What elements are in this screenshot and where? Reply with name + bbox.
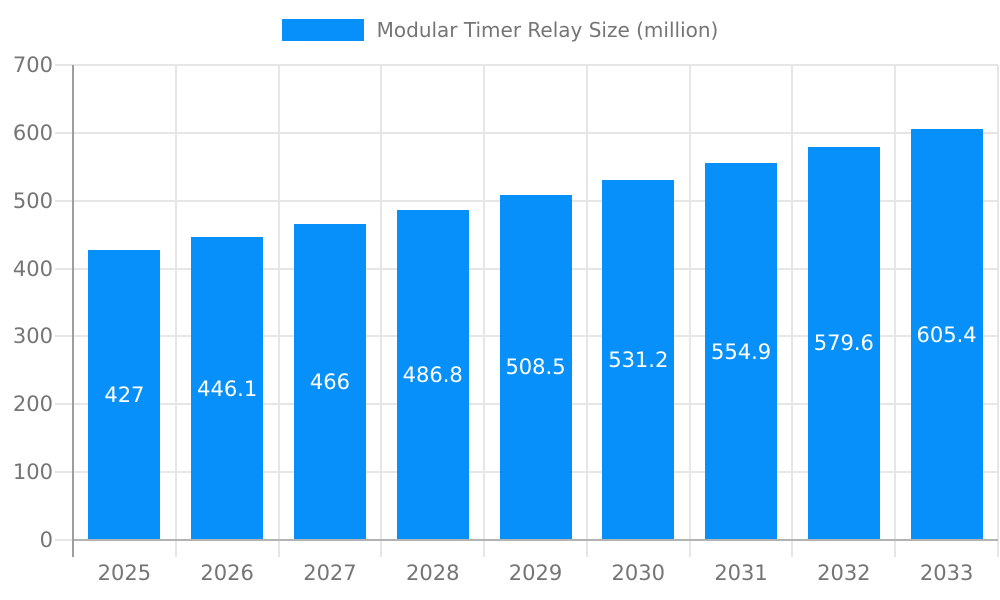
- x-axis-tick-label: 2028: [405, 561, 460, 585]
- y-axis-tick-label: 500: [12, 188, 53, 213]
- legend-label: Modular Timer Relay Size (million): [376, 18, 719, 42]
- bar-2033[interactable]: 605.4: [910, 129, 983, 540]
- x-gridline: [997, 65, 999, 557]
- y-axis-tick-label: 0: [39, 528, 53, 552]
- y-axis-tick-label: 400: [12, 256, 53, 281]
- bar-value-label: 554.9: [710, 339, 772, 364]
- bar-value-label: 605.4: [916, 322, 977, 347]
- x-axis-tick-label: 2032: [817, 561, 871, 585]
- y-axis-tick-label: 700: [12, 53, 53, 77]
- x-axis-tick-label: 2029: [508, 561, 563, 585]
- legend-item[interactable]: Modular Timer Relay Size (million): [281, 18, 719, 42]
- bar-2026[interactable]: 446.1: [191, 237, 264, 540]
- x-axis-tick-label: 2030: [611, 561, 665, 585]
- bar-2025[interactable]: 427: [88, 250, 161, 540]
- legend-swatch: [281, 19, 364, 41]
- x-gridline: [585, 65, 588, 557]
- bar-value-label: 508.5: [505, 355, 566, 380]
- x-gridline: [791, 65, 794, 557]
- bar-value-label: 466: [309, 369, 350, 394]
- bar-2032[interactable]: 579.6: [807, 146, 880, 540]
- y-axis-tick-label: 100: [12, 460, 53, 485]
- y-axis-line: [72, 65, 74, 557]
- y-axis-tick-label: 600: [12, 120, 53, 145]
- bar-value-label: 531.2: [608, 347, 669, 372]
- y-gridline: [55, 131, 998, 134]
- plot-area: 0 100 200 300 400 500 600 700 427 2025 446.1 2026 46…: [13, 53, 999, 585]
- x-gridline: [174, 65, 177, 557]
- bar-2027[interactable]: 466: [293, 223, 366, 540]
- bar-2028[interactable]: 486.8: [396, 209, 469, 540]
- x-axis-tick-label: 2025: [97, 561, 152, 585]
- x-axis-tick-label: 2027: [303, 561, 357, 585]
- y-axis-tick-label: 300: [12, 324, 53, 349]
- bar-value-label: 427: [104, 383, 145, 408]
- x-gridline: [688, 65, 691, 557]
- y-gridline: [55, 64, 998, 66]
- chart-legend: Modular Timer Relay Size (million): [0, 18, 1000, 42]
- bar-2029[interactable]: 508.5: [499, 194, 572, 540]
- x-gridline: [483, 65, 486, 557]
- bar-value-label: 446.1: [197, 376, 258, 401]
- x-axis-line: [73, 539, 998, 541]
- x-axis-tick-label: 2031: [714, 561, 768, 585]
- bar-2031[interactable]: 554.9: [705, 163, 778, 540]
- bar-2030[interactable]: 531.2: [602, 179, 675, 540]
- bar-value-label: 579.6: [813, 331, 874, 356]
- x-gridline: [277, 65, 280, 557]
- bar-value-label: 486.8: [402, 362, 463, 387]
- y-axis-tick-label: 200: [12, 392, 53, 417]
- x-axis-tick-label: 2026: [200, 561, 254, 585]
- x-gridline: [380, 65, 383, 557]
- x-axis-tick-label: 2033: [919, 561, 974, 585]
- x-gridline: [894, 65, 897, 557]
